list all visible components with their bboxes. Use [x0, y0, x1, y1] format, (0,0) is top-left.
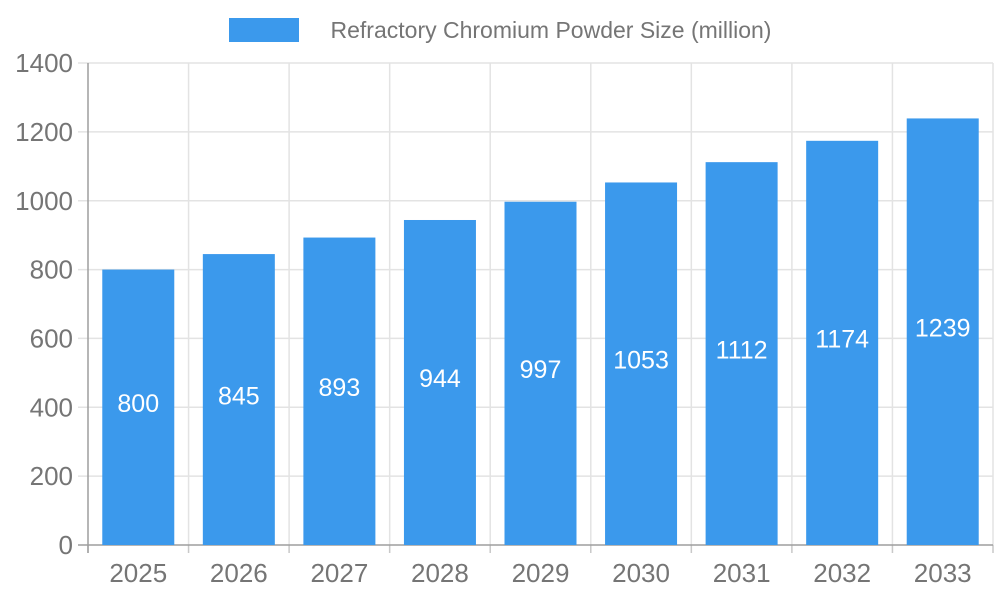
- bar-value-label: 893: [319, 374, 361, 402]
- x-tick-label: 2027: [310, 558, 368, 588]
- legend-label: Refractory Chromium Powder Size (million…: [330, 16, 772, 43]
- y-tick-label: 1200: [15, 117, 73, 147]
- x-tick-label: 2032: [813, 558, 871, 588]
- y-tick-label: 1000: [15, 186, 73, 216]
- bar: [705, 162, 778, 545]
- bar: [303, 237, 376, 545]
- bar: [504, 201, 577, 546]
- x-tick-label: 2025: [109, 558, 167, 588]
- x-tick-label: 2028: [411, 558, 469, 588]
- bar-value-label: 1174: [815, 326, 869, 354]
- bar-value-label: 845: [218, 382, 260, 410]
- y-tick-label: 600: [30, 324, 73, 354]
- x-tick-label: 2031: [713, 558, 771, 588]
- chart-legend[interactable]: Refractory Chromium Powder Size (million…: [0, 14, 1000, 46]
- y-tick-label: 200: [30, 461, 73, 491]
- x-tick-label: 2030: [612, 558, 670, 588]
- bar-value-label: 944: [419, 365, 461, 393]
- bar: [806, 140, 879, 545]
- x-tick-label: 2029: [512, 558, 570, 588]
- bar-value-label: 1239: [915, 314, 971, 342]
- bar-value-label: 1053: [613, 346, 669, 374]
- bar: [202, 254, 275, 546]
- y-tick-label: 400: [30, 392, 73, 422]
- y-tick-label: 0: [59, 530, 73, 560]
- bar: [403, 219, 476, 545]
- legend-swatch: [228, 18, 299, 42]
- x-tick-label: 2033: [914, 558, 972, 588]
- bar-value-label: 997: [520, 356, 562, 384]
- y-tick-label: 1400: [15, 48, 73, 78]
- bar: [605, 182, 678, 545]
- bar: [102, 269, 175, 545]
- bar: [906, 118, 979, 546]
- x-tick-label: 2026: [210, 558, 268, 588]
- y-tick-label: 800: [30, 255, 73, 285]
- bar-value-label: 1112: [716, 336, 768, 364]
- bar-value-label: 800: [117, 390, 159, 418]
